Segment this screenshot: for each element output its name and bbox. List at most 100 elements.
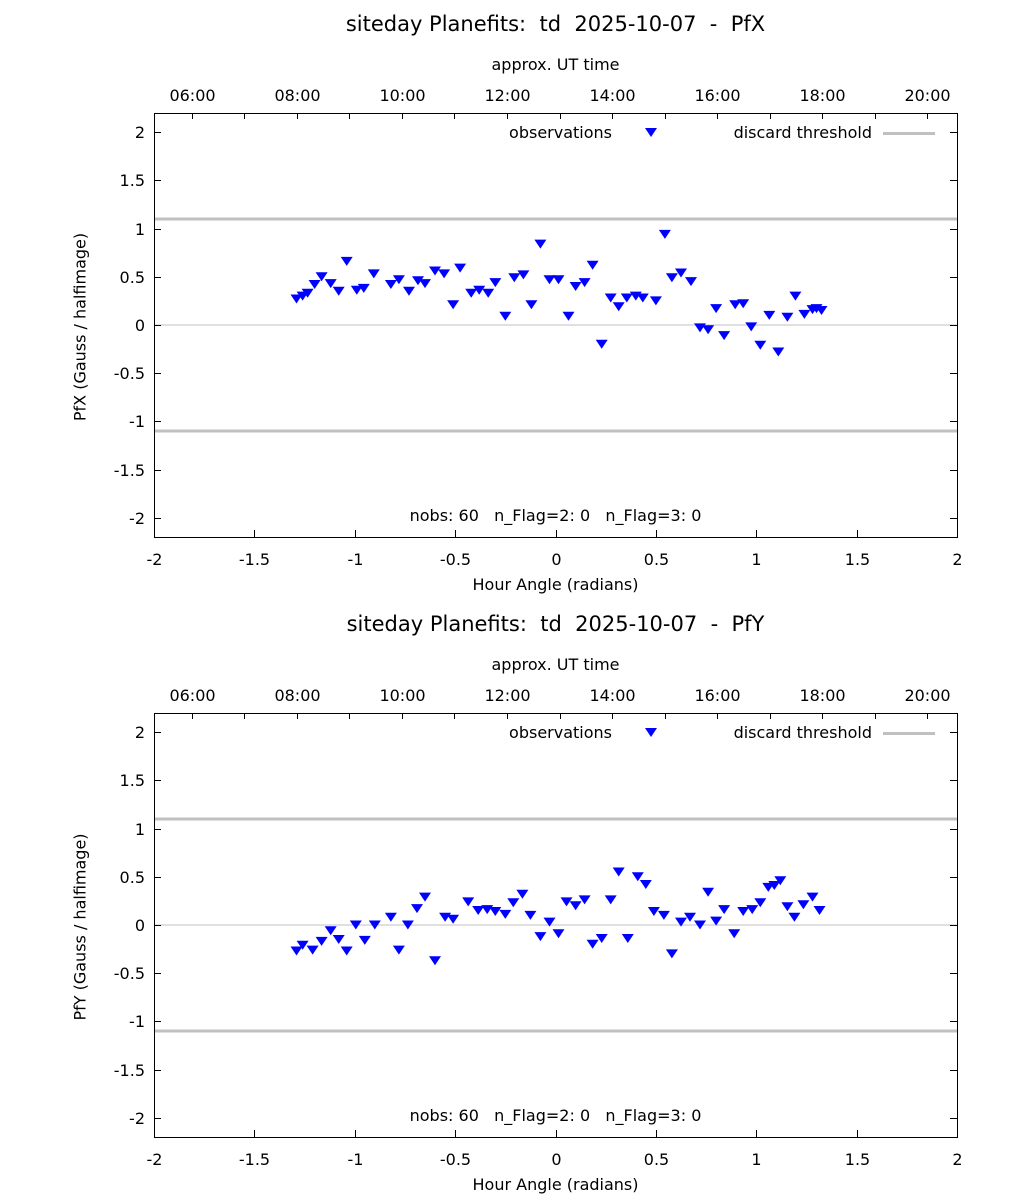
x-tick-label: 0.5 [644, 1150, 669, 1169]
time-tick-label: 14:00 [589, 686, 635, 705]
data-point-marker [788, 912, 801, 922]
data-point-marker [473, 285, 486, 295]
data-point-marker [324, 926, 337, 936]
data-point-marker [358, 935, 371, 945]
pfy-chart-panel: siteday Planefits: td 2025-10-07 - PfY a… [0, 600, 1024, 1200]
data-point-marker [737, 299, 750, 309]
x-tick-label: 0.5 [644, 550, 669, 569]
data-point-marker [508, 273, 521, 283]
y-tick-label: 1.5 [120, 771, 145, 790]
y-tick-label: 1 [135, 220, 145, 239]
data-point-marker [620, 293, 633, 303]
data-point-marker [368, 920, 381, 930]
data-point-marker [290, 946, 303, 956]
data-point-marker [675, 268, 687, 278]
y-axis-label: PfX (Gauss / halfimage) [70, 232, 90, 422]
observations-triangle-icon [645, 128, 657, 137]
data-point-marker [290, 294, 303, 304]
data-point-marker [658, 229, 671, 239]
time-tick-label: 10:00 [379, 86, 425, 105]
chart-title: siteday Planefits: td 2025-10-07 - PfX [345, 12, 766, 36]
data-point-marker [710, 304, 723, 314]
data-point-marker [482, 288, 495, 298]
data-point-marker [806, 892, 819, 902]
x-tick-label: -0.5 [440, 550, 471, 569]
data-point-marker [604, 895, 617, 905]
x-tick-label: 1.5 [845, 1150, 870, 1169]
y-tick-label: 0.5 [120, 868, 145, 887]
data-point-marker [517, 270, 530, 280]
x-tick-label: 1.5 [845, 550, 870, 569]
x-tick-label: 0 [551, 550, 561, 569]
data-point-marker [454, 263, 467, 273]
data-point-marker [296, 940, 309, 950]
data-point-marker [384, 280, 397, 289]
data-point-marker [357, 283, 370, 293]
y-tick-label: -1 [129, 1012, 145, 1031]
data-point-marker [745, 322, 758, 332]
y-tick-label: 1 [135, 820, 145, 839]
data-point-marker [612, 867, 625, 877]
data-point-marker [569, 901, 582, 911]
data-point-marker [562, 311, 575, 321]
data-point-marker [737, 907, 750, 916]
time-tick-label: 18:00 [799, 686, 845, 705]
data-point-marker [636, 293, 649, 303]
time-tick-label: 18:00 [799, 86, 845, 105]
pfx-plot-canvas: -2 -1.5 -1 -0.5 0 0.5 1 1.5 2 -2 -1.5 -1 -0.5 0 0.5 1 1.… [114, 86, 963, 569]
data-point-marker [315, 272, 328, 282]
data-point-marker [560, 897, 573, 907]
y-tick-label: 0.5 [120, 268, 145, 287]
data-point-marker [746, 905, 759, 915]
time-tick-label: 14:00 [589, 86, 635, 105]
x-tick-label: 2 [952, 1150, 962, 1169]
data-point-marker [763, 310, 776, 320]
data-point-marker [684, 912, 696, 922]
data-point-marker [392, 945, 405, 955]
time-tick-label: 08:00 [274, 86, 320, 105]
data-point-marker [340, 256, 353, 266]
data-point-marker [447, 300, 460, 310]
x-tick-label: -1.5 [239, 1150, 270, 1169]
x-tick-label: -2 [147, 1150, 163, 1169]
data-point-marker [516, 889, 529, 899]
data-point-marker [774, 876, 787, 886]
data-point-marker [367, 269, 380, 279]
data-point-marker [524, 910, 537, 920]
data-point-marker [499, 311, 512, 321]
x-axis-label: Hour Angle (radians) [472, 575, 639, 594]
data-point-marker [472, 906, 485, 915]
time-tick-label: 12:00 [484, 86, 530, 105]
data-point-marker [543, 917, 556, 927]
data-point-marker [631, 872, 644, 882]
data-point-marker [306, 945, 319, 955]
data-point-marker [639, 880, 652, 889]
data-point-marker [489, 907, 502, 916]
data-point-marker [412, 276, 424, 286]
data-point-marker [525, 300, 538, 310]
x-axis-label: Hour Angle (radians) [472, 1175, 639, 1194]
data-point-marker [349, 920, 362, 930]
time-tick-label: 10:00 [379, 686, 425, 705]
data-point-marker [586, 260, 599, 270]
y-tick-label: -1.5 [114, 461, 145, 480]
observations-triangle-icon [645, 728, 657, 737]
y-tick-label: 1.5 [120, 171, 145, 190]
x-tick-label: -1.5 [239, 550, 270, 569]
data-point-marker [301, 288, 314, 298]
data-point-marker [507, 898, 520, 908]
data-point-marker [754, 340, 767, 350]
data-point-marker [702, 887, 715, 897]
data-point-marker [534, 239, 547, 249]
data-point-marker [308, 280, 321, 289]
data-point-marker [772, 347, 785, 357]
top-axis-label: approx. UT time [491, 55, 620, 74]
chart-title: siteday Planefits: td 2025-10-07 - PfY [346, 612, 765, 636]
y-tick-label: -1 [129, 412, 145, 431]
data-point-marker [569, 282, 582, 291]
data-point-marker [419, 892, 431, 902]
data-point-marker [768, 881, 781, 890]
data-point-marker [612, 302, 625, 312]
data-point-marker [595, 339, 608, 349]
x-tick-label: 1 [751, 1150, 761, 1169]
